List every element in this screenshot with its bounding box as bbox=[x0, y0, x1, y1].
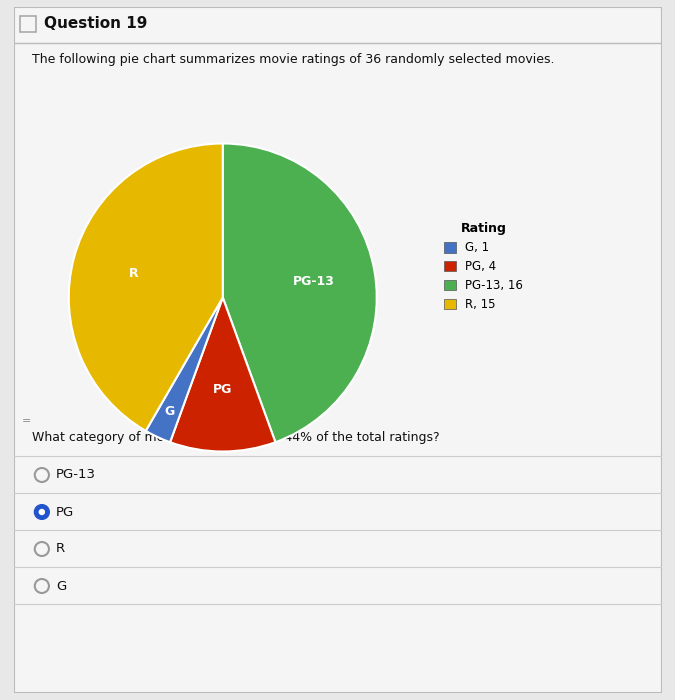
Text: PG-13: PG-13 bbox=[56, 468, 96, 482]
Bar bbox=[20, 16, 36, 32]
Text: R: R bbox=[56, 542, 65, 556]
Wedge shape bbox=[223, 144, 377, 442]
Text: PG: PG bbox=[56, 505, 74, 519]
Text: What category of movies accounted for 44% of the total ratings?: What category of movies accounted for 44… bbox=[32, 431, 439, 444]
Legend: G, 1, PG, 4, PG-13, 16, R, 15: G, 1, PG, 4, PG-13, 16, R, 15 bbox=[440, 219, 526, 314]
Text: =: = bbox=[22, 416, 31, 426]
Wedge shape bbox=[146, 298, 223, 442]
Text: PG: PG bbox=[213, 384, 232, 396]
Text: G: G bbox=[164, 405, 175, 419]
Text: R: R bbox=[129, 267, 138, 280]
Text: Question 19: Question 19 bbox=[44, 17, 147, 32]
Wedge shape bbox=[170, 298, 275, 452]
Text: The following pie chart summarizes movie ratings of 36 randomly selected movies.: The following pie chart summarizes movie… bbox=[32, 53, 554, 66]
Circle shape bbox=[39, 510, 45, 514]
Text: PG-13: PG-13 bbox=[293, 275, 335, 288]
Text: G: G bbox=[56, 580, 66, 592]
Wedge shape bbox=[69, 144, 223, 431]
Circle shape bbox=[34, 505, 49, 519]
